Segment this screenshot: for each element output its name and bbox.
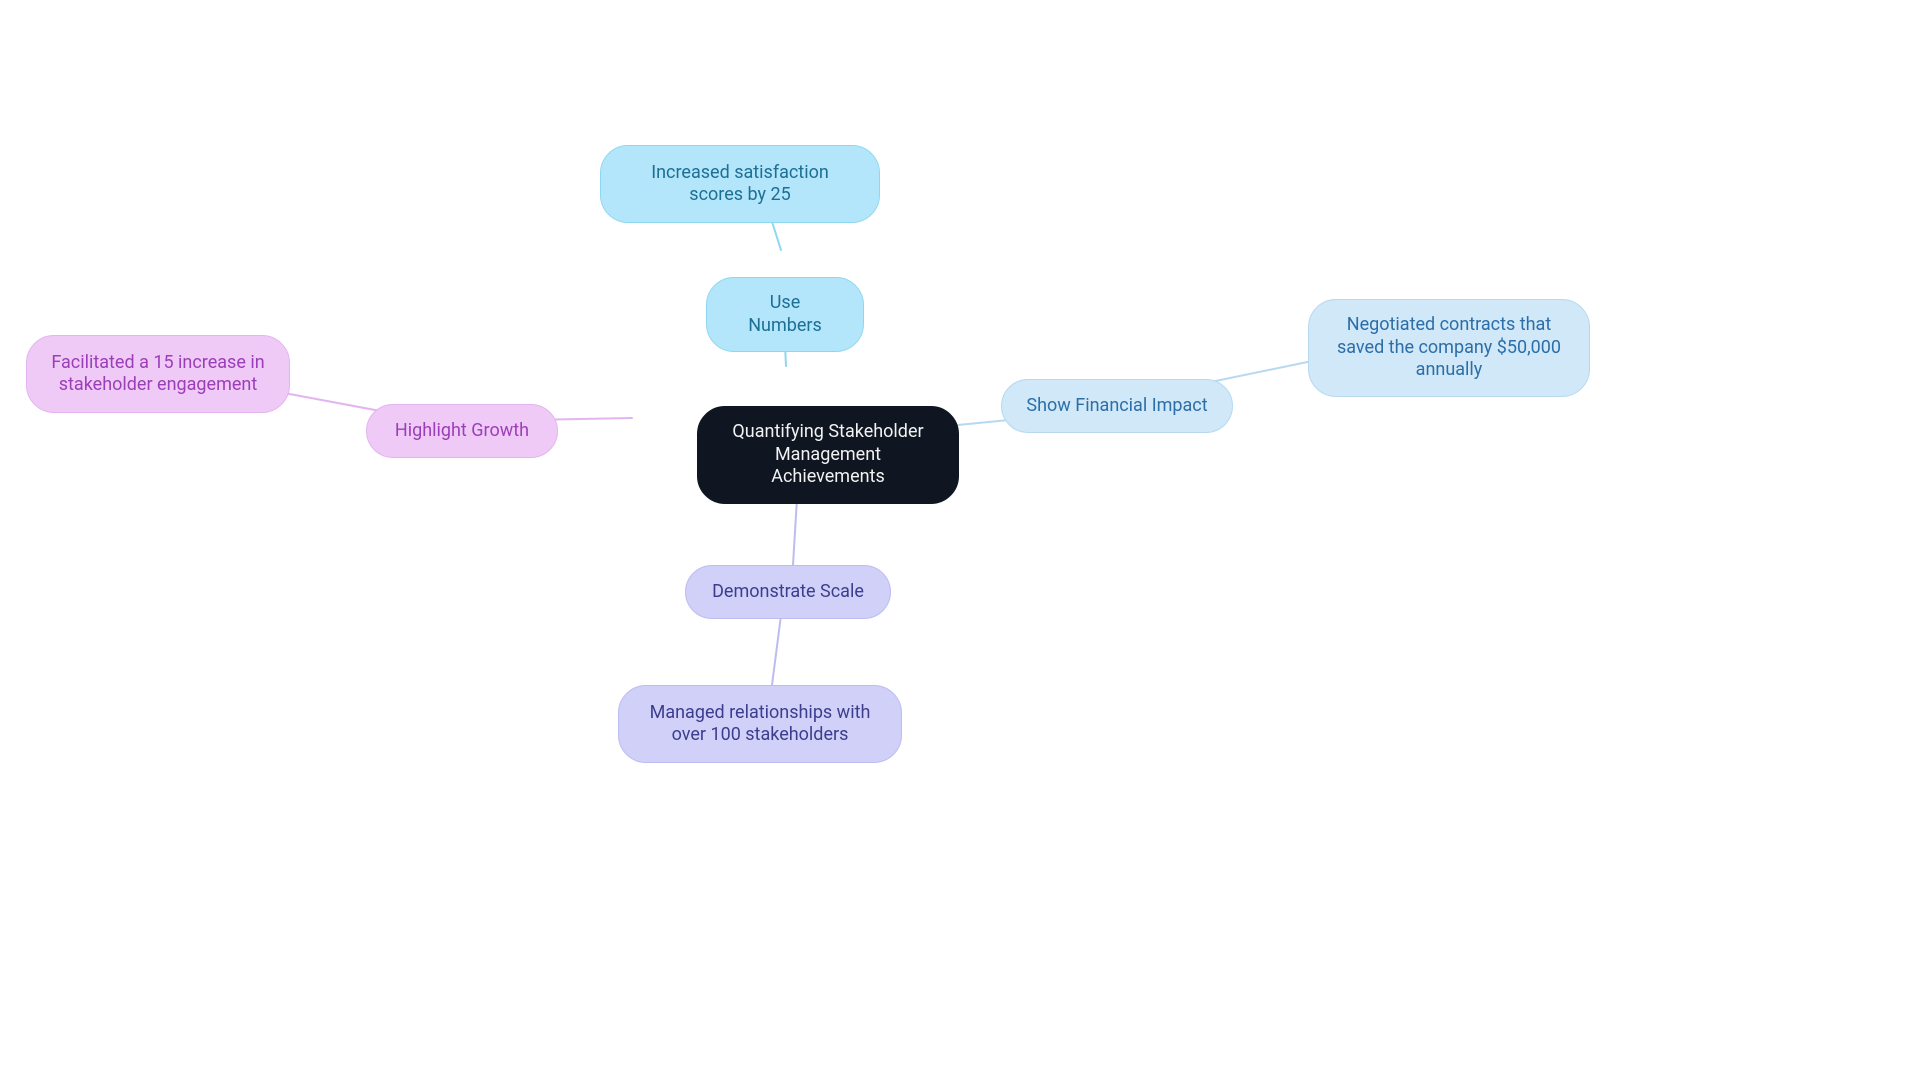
node-financial: Show Financial Impact <box>1001 379 1233 433</box>
node-scale-label: Demonstrate Scale <box>712 581 864 604</box>
node-scale: Demonstrate Scale <box>685 565 891 619</box>
node-center-label: Quantifying Stakeholder Management Achie… <box>722 421 934 489</box>
node-contracts-label: Negotiated contracts that saved the comp… <box>1333 314 1565 382</box>
node-engagement: Facilitated a 15 increase in stakeholder… <box>26 335 290 413</box>
node-use-numbers-label: Use Numbers <box>731 292 839 337</box>
node-center: Quantifying Stakeholder Management Achie… <box>697 406 959 504</box>
node-financial-label: Show Financial Impact <box>1026 395 1207 418</box>
node-relationships-label: Managed relationships with over 100 stak… <box>643 702 877 747</box>
node-satisfaction: Increased satisfaction scores by 25 <box>600 145 880 223</box>
node-contracts: Negotiated contracts that saved the comp… <box>1308 299 1590 397</box>
node-growth-label: Highlight Growth <box>395 420 529 443</box>
node-relationships: Managed relationships with over 100 stak… <box>618 685 902 763</box>
node-engagement-label: Facilitated a 15 increase in stakeholder… <box>51 352 265 397</box>
edge-layer <box>0 0 1920 1083</box>
node-growth: Highlight Growth <box>366 404 558 458</box>
node-satisfaction-label: Increased satisfaction scores by 25 <box>625 162 855 207</box>
node-use-numbers: Use Numbers <box>706 277 864 352</box>
